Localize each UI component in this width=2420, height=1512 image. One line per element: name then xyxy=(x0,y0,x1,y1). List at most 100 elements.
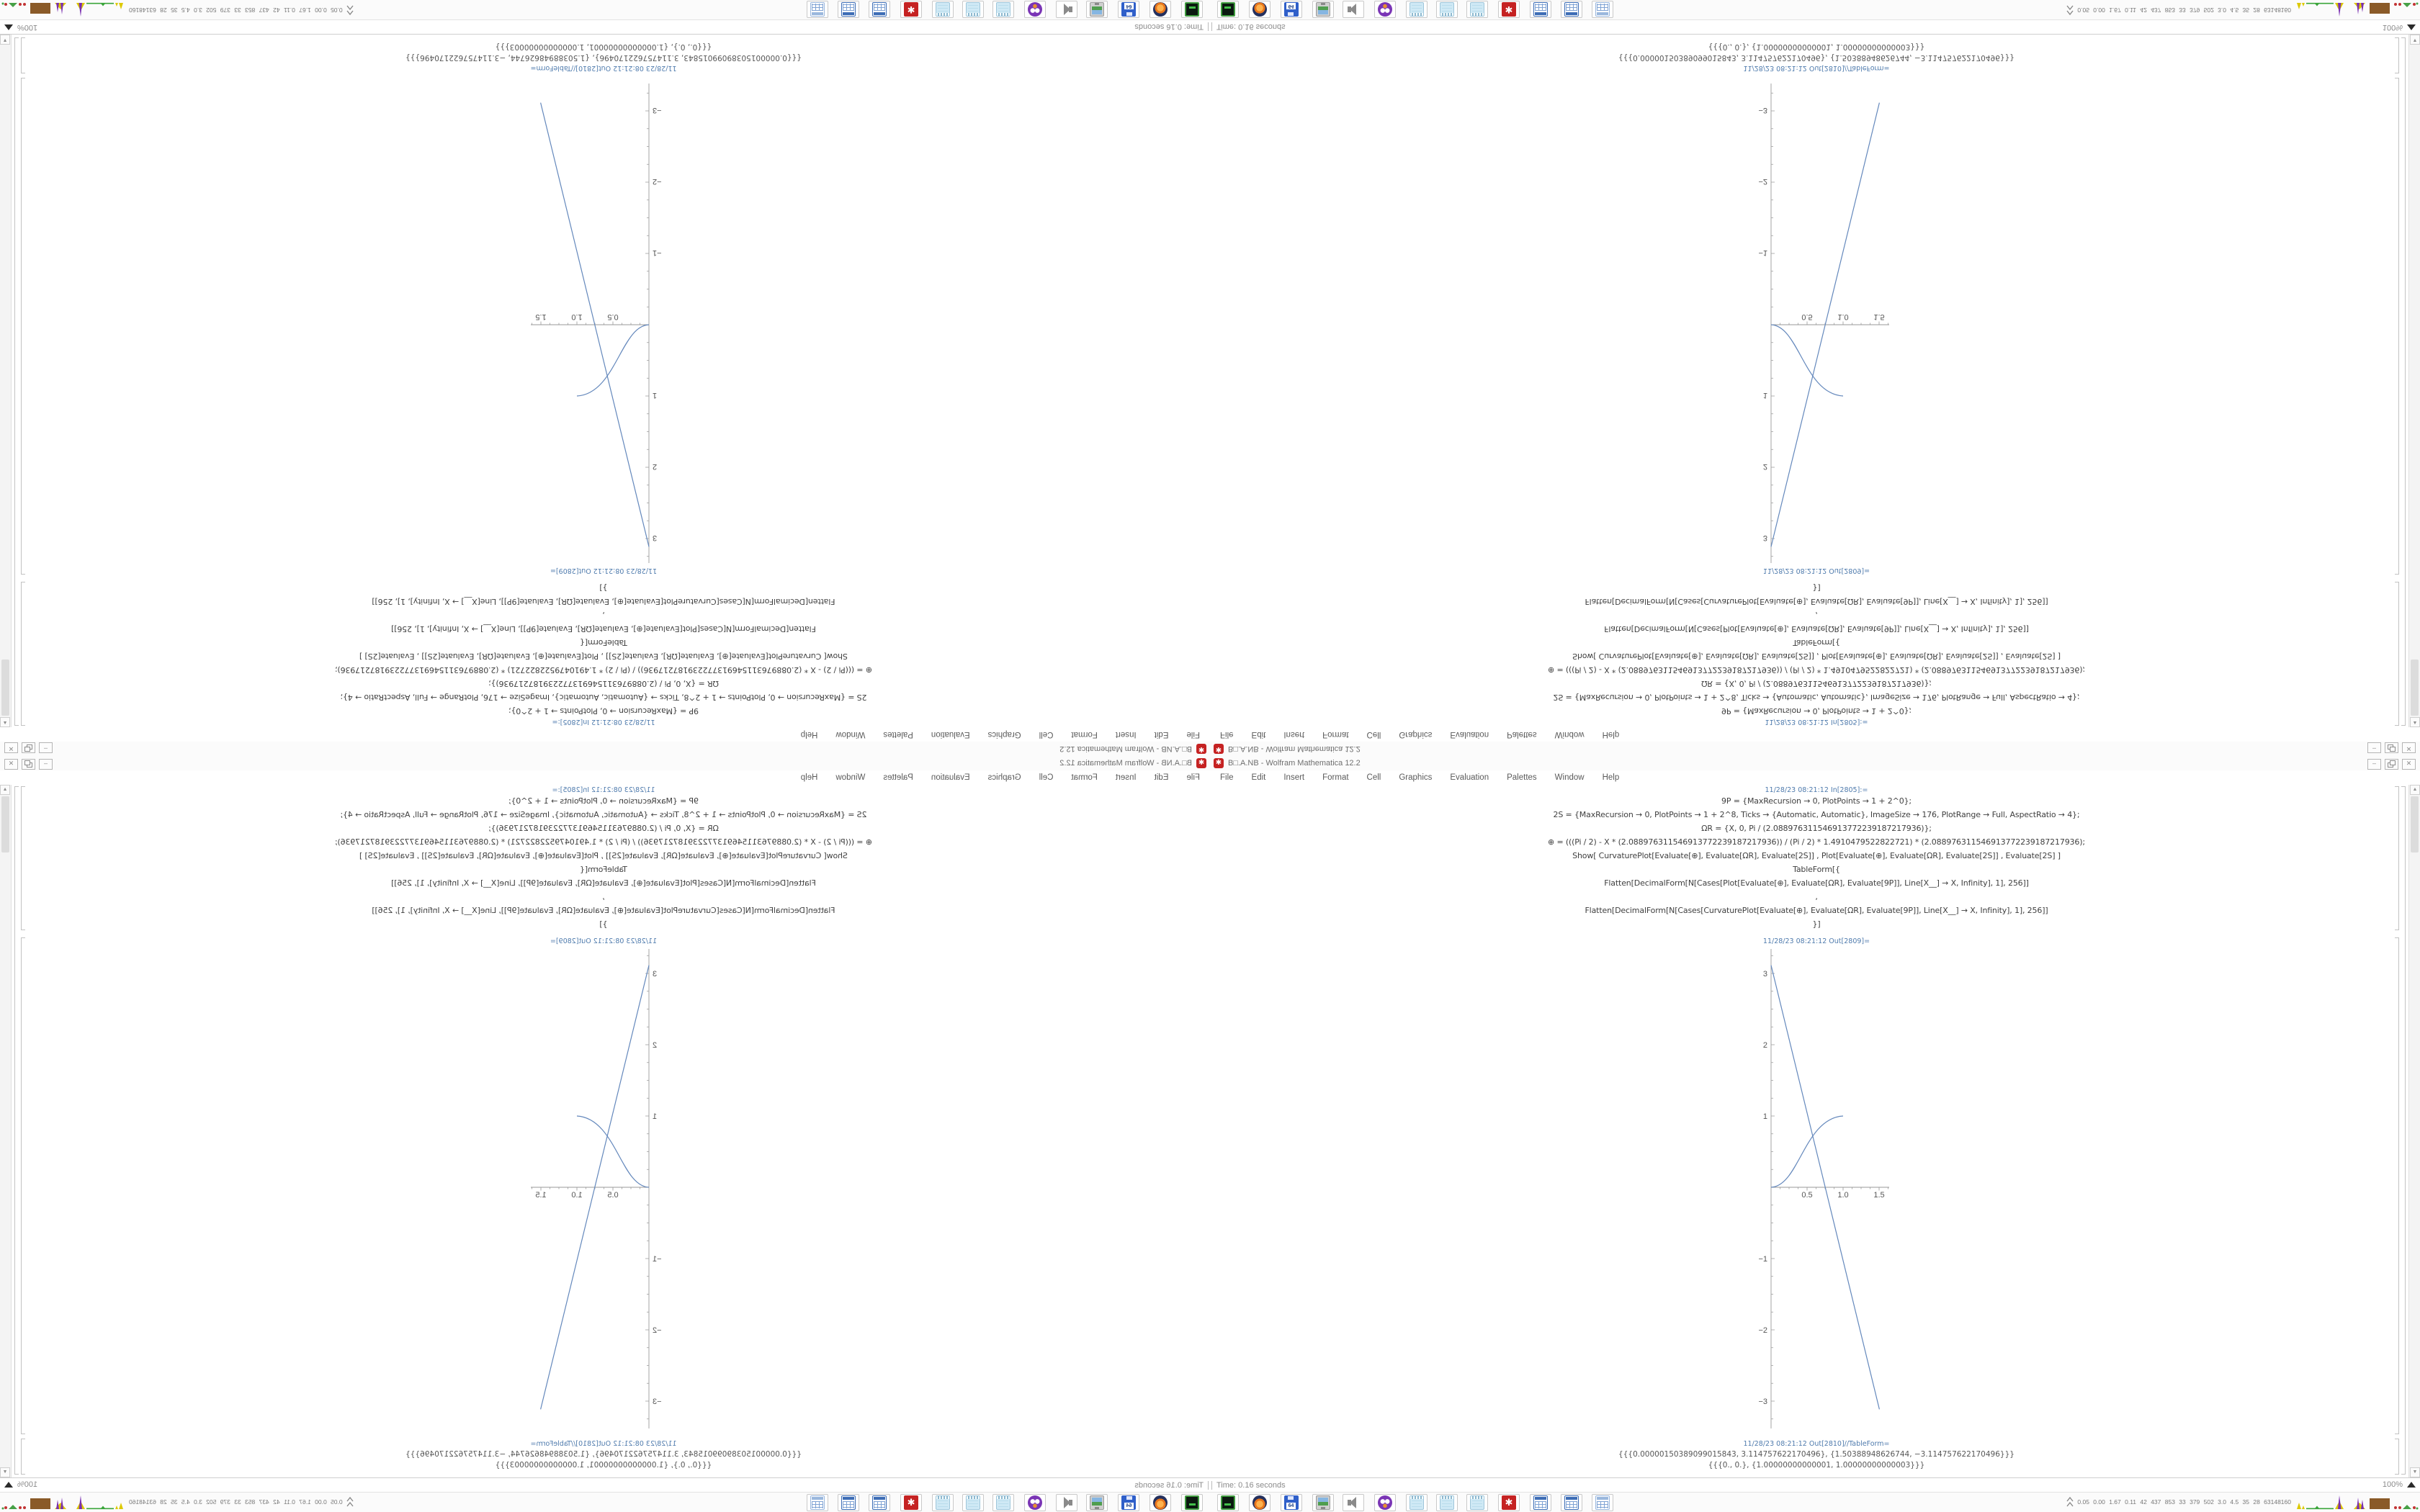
taskbar-floppy-icon[interactable]: 64 xyxy=(1118,1,1139,18)
tray-chevron-icon[interactable] xyxy=(346,1496,354,1508)
out-plot-cell-bracket[interactable] xyxy=(2395,937,2399,1434)
taskbar-calculator-icon-2[interactable] xyxy=(838,1,859,18)
menu-insert[interactable]: Insert xyxy=(1283,730,1305,739)
taskbar-firefox-icon[interactable] xyxy=(1249,1494,1270,1511)
menu-file[interactable]: File xyxy=(1186,773,1200,782)
menu-help[interactable]: Help xyxy=(1602,773,1620,782)
out-plot-cell-bracket[interactable] xyxy=(21,78,25,575)
cell-group-bracket[interactable] xyxy=(2401,37,2406,726)
menu-evaluation[interactable]: Evaluation xyxy=(1450,730,1489,739)
cell-group-bracket[interactable] xyxy=(14,786,19,1475)
scroll-up-icon[interactable]: ▲ xyxy=(2410,785,2420,795)
taskbar-notepad-icon-1[interactable] xyxy=(1406,1,1428,18)
magnification-control[interactable]: 100% xyxy=(2383,1480,2416,1489)
code-line[interactable]: ⊕ = (((Pi / 2) - X * (2.0889763115469137… xyxy=(335,665,872,675)
menu-palettes[interactable]: Palettes xyxy=(1507,730,1537,739)
taskbar-speaker-icon[interactable] xyxy=(1056,1494,1077,1511)
scroll-up-icon[interactable]: ▲ xyxy=(0,785,10,795)
code-line[interactable]: 9P = {MaxRecursion → 0, PlotPoints → 1 +… xyxy=(508,796,699,806)
out-table-cell-bracket[interactable] xyxy=(21,1439,25,1475)
taskbar-calculator-icon-2[interactable] xyxy=(1561,1,1582,18)
taskbar-calculator-icon-1[interactable] xyxy=(869,1494,890,1511)
menu-cell[interactable]: Cell xyxy=(1366,730,1381,739)
taskbar-mathematica-icon[interactable]: ✱ xyxy=(1498,1494,1520,1511)
magnification-control[interactable]: 100% xyxy=(2383,23,2416,32)
cell-group-bracket[interactable] xyxy=(14,37,19,726)
code-line[interactable]: TableForm[{ xyxy=(1793,865,1840,874)
magnification-control[interactable]: 100% xyxy=(4,1480,37,1489)
taskbar-calculator-icon-2[interactable] xyxy=(1561,1494,1582,1511)
zoom-level[interactable]: 100% xyxy=(2382,1480,2403,1489)
code-line[interactable]: ⊕ = (((Pi / 2) - X * (2.0889763115469137… xyxy=(1548,665,2085,675)
menu-format[interactable]: Format xyxy=(1071,730,1098,739)
menu-format[interactable]: Format xyxy=(1322,773,1349,782)
in-cell-bracket[interactable] xyxy=(21,786,25,930)
minimize-button[interactable]: – xyxy=(2367,742,2381,753)
in-cell-code[interactable]: 9P = {MaxRecursion → 0, PlotPoints → 1 +… xyxy=(1210,794,2420,931)
taskbar-floppy-icon[interactable]: 64 xyxy=(1281,1,1302,18)
code-line[interactable]: ΩR = {X, 0, Pi / (2.08897631154691377223… xyxy=(488,824,719,833)
out-table-cell-bracket[interactable] xyxy=(21,37,25,73)
menu-window[interactable]: Window xyxy=(1554,730,1585,739)
menu-file[interactable]: File xyxy=(1220,773,1234,782)
menu-evaluation[interactable]: Evaluation xyxy=(931,773,970,782)
out-table-cell-bracket[interactable] xyxy=(2395,37,2399,73)
in-cell-bracket[interactable] xyxy=(2395,786,2399,930)
vertical-scrollbar[interactable]: ▲ ▼ xyxy=(2408,35,2420,727)
code-line[interactable]: Show[ CurvaturePlot[Evaluate[⊕], Evaluat… xyxy=(1572,851,2061,860)
code-line[interactable]: TableForm[{ xyxy=(580,638,627,647)
taskbar-notepad-icon-2[interactable] xyxy=(962,1494,984,1511)
code-line[interactable]: 9P = {MaxRecursion → 0, PlotPoints → 1 +… xyxy=(1721,706,1912,716)
code-line[interactable]: Flatten[DecimalForm[N[Cases[CurvaturePlo… xyxy=(1585,597,2048,606)
taskbar-speaker-icon[interactable] xyxy=(1343,1,1364,18)
taskbar-notepad-icon-1[interactable] xyxy=(992,1,1014,18)
scroll-down-icon[interactable]: ▼ xyxy=(2410,35,2420,45)
taskbar-monitor-icon[interactable] xyxy=(1312,1,1334,18)
taskbar-mathematica-icon[interactable]: ✱ xyxy=(1498,1,1520,18)
restore-button[interactable] xyxy=(22,742,35,753)
code-line[interactable]: Show[ CurvaturePlot[Evaluate[⊕], Evaluat… xyxy=(1572,652,2061,661)
in-cell-code[interactable]: 9P = {MaxRecursion → 0, PlotPoints → 1 +… xyxy=(0,581,1210,718)
menu-format[interactable]: Format xyxy=(1322,730,1349,739)
taskbar-speaker-icon[interactable] xyxy=(1056,1,1077,18)
scroll-up-icon[interactable]: ▲ xyxy=(2410,717,2420,727)
in-cell-code[interactable]: 9P = {MaxRecursion → 0, PlotPoints → 1 +… xyxy=(1210,581,2420,718)
taskbar-notepad-icon-3[interactable] xyxy=(1466,1494,1488,1511)
menu-format[interactable]: Format xyxy=(1071,773,1098,782)
code-line[interactable]: , xyxy=(602,611,605,620)
menu-edit[interactable]: Edit xyxy=(1154,773,1169,782)
magnification-control[interactable]: 100% xyxy=(4,23,37,32)
taskbar-monitor-icon[interactable] xyxy=(1086,1,1108,18)
minimize-button[interactable]: – xyxy=(2367,759,2381,770)
menu-palettes[interactable]: Palettes xyxy=(883,773,913,782)
taskbar-calculator-icon-1[interactable] xyxy=(1530,1,1551,18)
code-line[interactable]: Show[ CurvaturePlot[Evaluate[⊕], Evaluat… xyxy=(359,851,848,860)
taskbar-floppy-icon[interactable]: 64 xyxy=(1118,1494,1139,1511)
code-line[interactable]: , xyxy=(1815,611,1818,620)
taskbar-firefox-icon[interactable] xyxy=(1249,1,1270,18)
code-line[interactable]: Flatten[DecimalForm[N[Cases[Plot[Evaluat… xyxy=(391,624,816,634)
code-line[interactable]: ΩR = {X, 0, Pi / (2.08897631154691377223… xyxy=(1701,679,1932,688)
menu-cell[interactable]: Cell xyxy=(1366,773,1381,782)
taskbar-terminal-icon[interactable] xyxy=(1181,1494,1203,1511)
scrollbar-thumb[interactable] xyxy=(2411,796,2419,852)
code-line[interactable]: Flatten[DecimalForm[N[Cases[Plot[Evaluat… xyxy=(1604,624,2029,634)
taskbar-calculator-icon-3[interactable] xyxy=(807,1,828,18)
menu-file[interactable]: File xyxy=(1220,730,1234,739)
in-cell-code[interactable]: 9P = {MaxRecursion → 0, PlotPoints → 1 +… xyxy=(0,794,1210,931)
taskbar-firefox-icon[interactable] xyxy=(1150,1,1171,18)
menu-edit[interactable]: Edit xyxy=(1251,773,1266,782)
restore-button[interactable] xyxy=(2385,759,2398,770)
code-line[interactable]: 9P = {MaxRecursion → 0, PlotPoints → 1 +… xyxy=(1721,796,1912,806)
menu-edit[interactable]: Edit xyxy=(1154,730,1169,739)
taskbar-calculator-icon-3[interactable] xyxy=(807,1494,828,1511)
code-line[interactable]: 9P = {MaxRecursion → 0, PlotPoints → 1 +… xyxy=(508,706,699,716)
scroll-up-icon[interactable]: ▲ xyxy=(0,717,10,727)
code-line[interactable]: ΩR = {X, 0, Pi / (2.08897631154691377223… xyxy=(488,679,719,688)
menu-cell[interactable]: Cell xyxy=(1039,773,1054,782)
restore-button[interactable] xyxy=(22,759,35,770)
menu-insert[interactable]: Insert xyxy=(1115,773,1137,782)
taskbar-terminal-icon[interactable] xyxy=(1217,1494,1239,1511)
taskbar-notepad-icon-3[interactable] xyxy=(1466,1,1488,18)
menu-graphics[interactable]: Graphics xyxy=(1399,730,1433,739)
